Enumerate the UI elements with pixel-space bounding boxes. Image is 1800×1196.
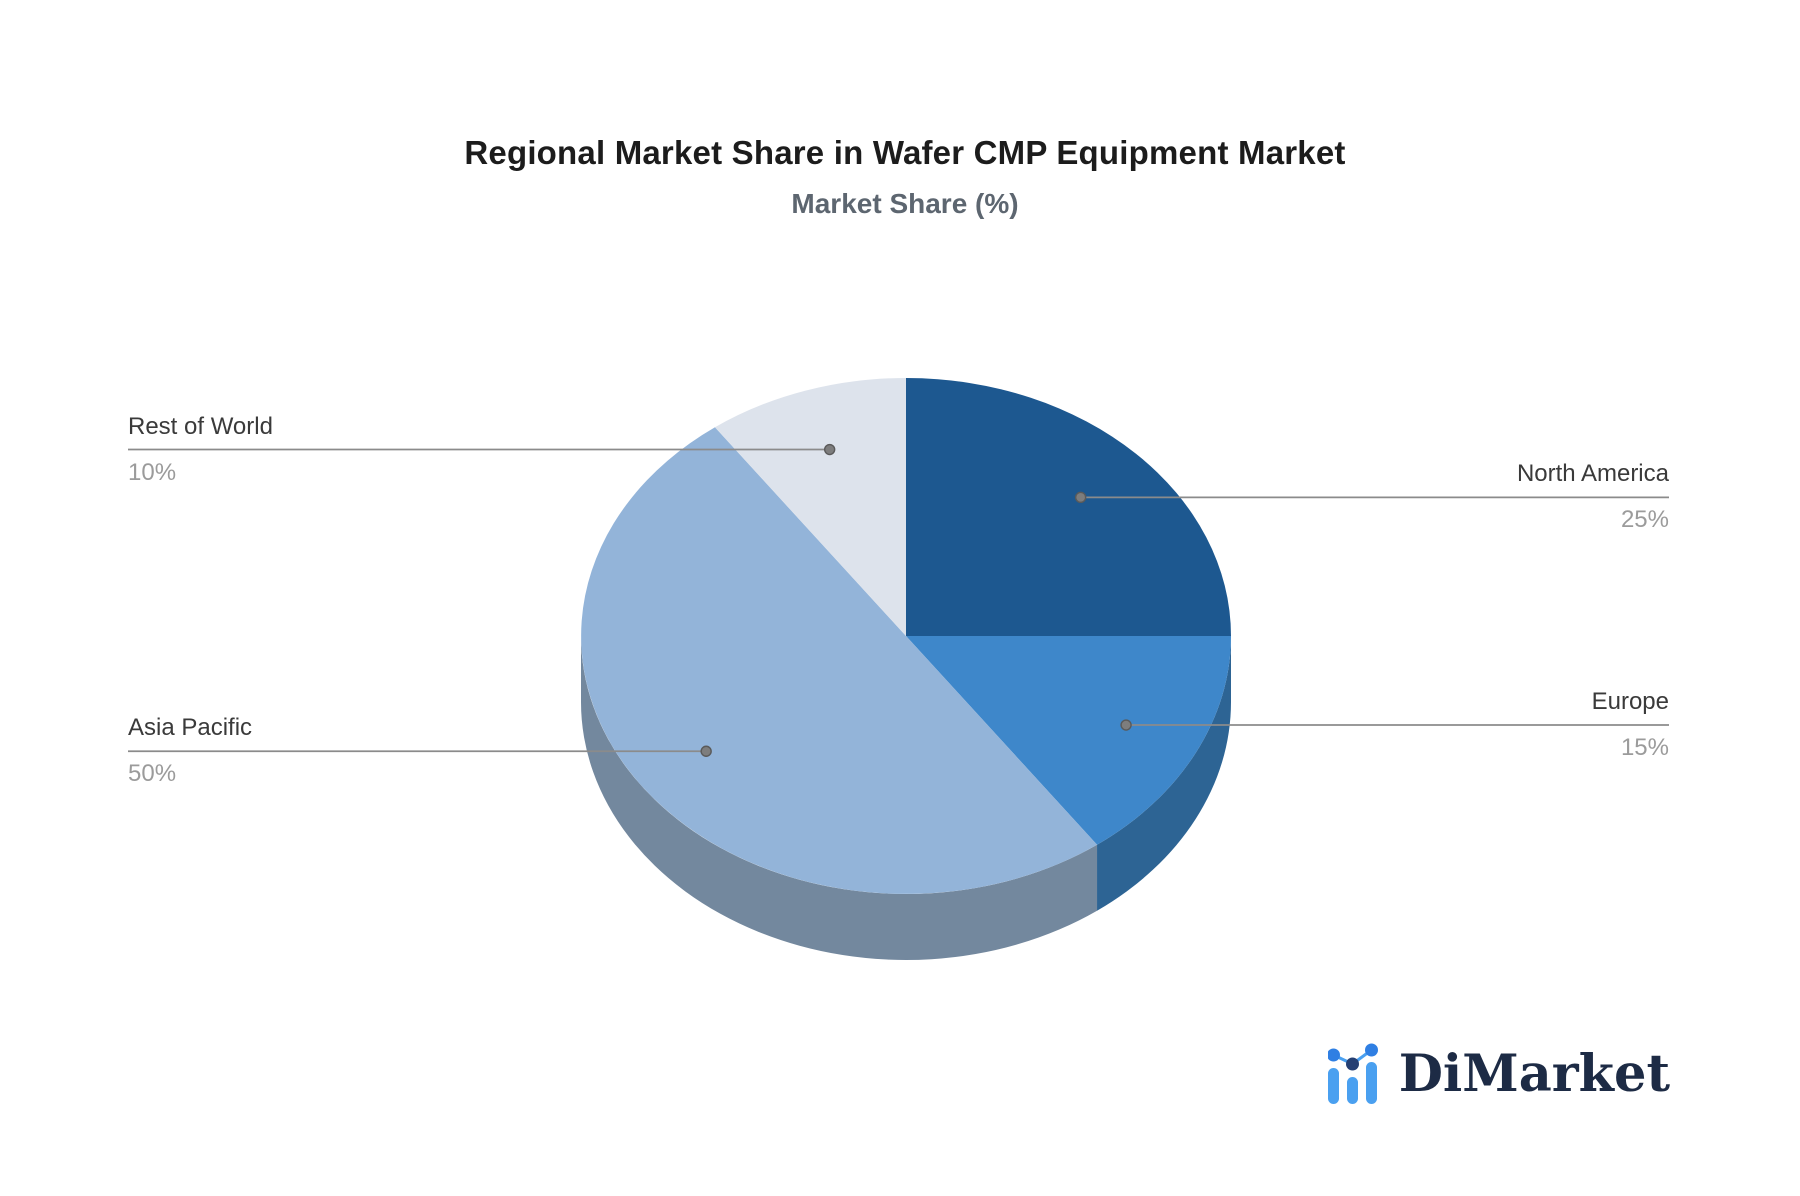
callout-dot-asia-pacific [700,745,712,757]
slice-percentage-asia-pacific: 50% [128,760,177,788]
slice-label-asia-pacific: Asia Pacific [128,714,253,742]
pie-slice-side-asia-pacific [581,636,1098,960]
dimarket-logo-icon [1327,1043,1378,1104]
dimarket-logo: DiMarket [1327,1040,1670,1108]
slice-percentage-north-america: 25% [1620,506,1669,534]
pie-slice-side-europe [1097,636,1231,911]
callout-dot-europe [1120,719,1132,731]
callout-rest-of-world: Rest of World 10% [128,413,548,487]
slice-label-europe: Europe [1591,688,1669,716]
callout-asia-pacific: Asia Pacific 50% [128,714,548,788]
callout-north-america: North America 25% [1249,460,1669,534]
pie-slice-north-america[interactable] [906,378,1231,636]
slice-percentage-rest-of-world: 10% [128,458,177,486]
pie-slice-europe[interactable] [906,636,1231,845]
slice-percentage-europe: 15% [1620,734,1669,762]
slice-label-rest-of-world: Rest of World [128,412,273,440]
pie-slice-asia-pacific[interactable] [581,427,1098,894]
callout-dot-north-america [1074,491,1087,504]
callout-europe: Europe 15% [1249,688,1669,762]
dimarket-logo-text: DiMarket [1398,1044,1670,1104]
slice-label-north-america: North America [1516,460,1669,488]
callout-dot-rest-of-world [823,443,836,456]
pie-slice-rest-of-world[interactable] [714,378,906,636]
